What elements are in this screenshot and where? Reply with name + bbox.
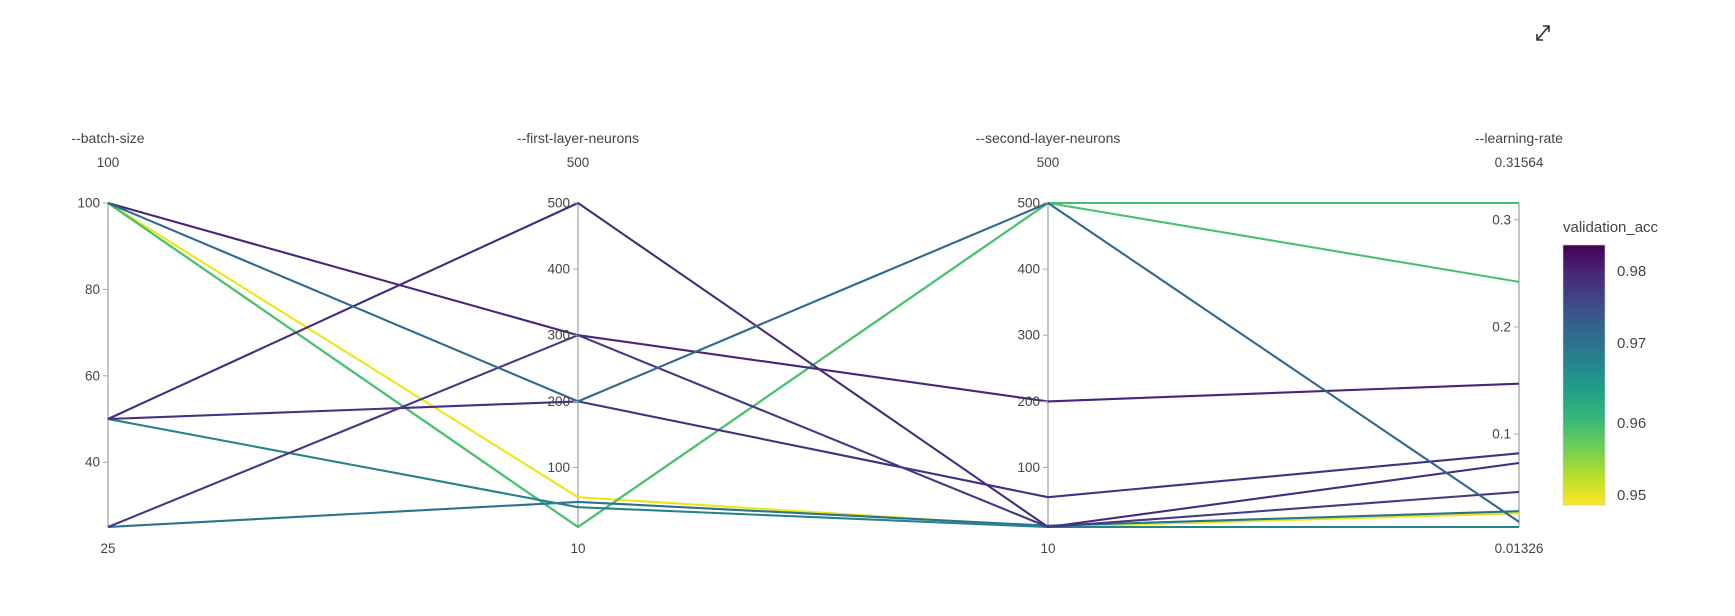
run-line (107, 201, 1520, 529)
axis-tick-label: 200 (1017, 394, 1040, 409)
axis-max-label: 100 (97, 155, 120, 170)
axis-max-label: 500 (1037, 155, 1060, 170)
axis-title[interactable]: --batch-size (71, 130, 144, 146)
axis-tick-label: 300 (1017, 328, 1040, 343)
axis-title[interactable]: --first-layer-neurons (517, 130, 639, 146)
run-line (107, 417, 1519, 529)
axis-tick-label: 500 (547, 196, 570, 211)
axis-tick-label: 500 (1017, 196, 1040, 211)
run-line (107, 202, 1520, 529)
axis-tick-label: 0.1 (1492, 427, 1511, 442)
axis-tick-label: 400 (547, 262, 570, 277)
colorbar-tick-label: 0.97 (1617, 335, 1646, 352)
axis-max-label: 0.31564 (1495, 155, 1544, 170)
axis-tick-label: 400 (1017, 262, 1040, 277)
axis-title[interactable]: --second-layer-neurons (976, 130, 1121, 146)
colorbar-tick-label: 0.95 (1617, 487, 1646, 504)
colorbar-gradient (1562, 244, 1606, 506)
run-line (107, 500, 1520, 529)
colorbar-tick-label: 0.98 (1617, 263, 1646, 280)
axis-title[interactable]: --learning-rate (1475, 130, 1563, 146)
axis-max-label: 500 (567, 155, 590, 170)
run-line (107, 201, 1520, 403)
axis-tick-label: 0.2 (1492, 319, 1511, 334)
axis-tick-label: 0.3 (1492, 212, 1511, 227)
axis-min-label: 10 (1040, 541, 1055, 556)
colorbar-tick-label: 0.96 (1617, 415, 1646, 432)
expand-icon[interactable] (1536, 25, 1550, 41)
colorbar-title: validation_acc (1563, 219, 1659, 236)
run-line (107, 201, 1520, 523)
axis-tick-label: 300 (547, 328, 570, 343)
axis-tick-label: 80 (85, 282, 100, 297)
axis-tick-label: 40 (85, 455, 100, 470)
expand-icon-glyph (1536, 25, 1550, 41)
axis-tick-label: 200 (547, 394, 570, 409)
axis-tick-label: 100 (77, 196, 100, 211)
axis-tick-label: 100 (1017, 460, 1040, 475)
axis-min-label: 10 (570, 541, 585, 556)
axis-tick-label: 100 (547, 460, 570, 475)
axis-min-label: 25 (100, 541, 115, 556)
run-line (107, 400, 1520, 499)
run-line (107, 334, 1520, 529)
axis-min-label: 0.01326 (1495, 541, 1544, 556)
axis-tick-label: 60 (85, 368, 100, 383)
